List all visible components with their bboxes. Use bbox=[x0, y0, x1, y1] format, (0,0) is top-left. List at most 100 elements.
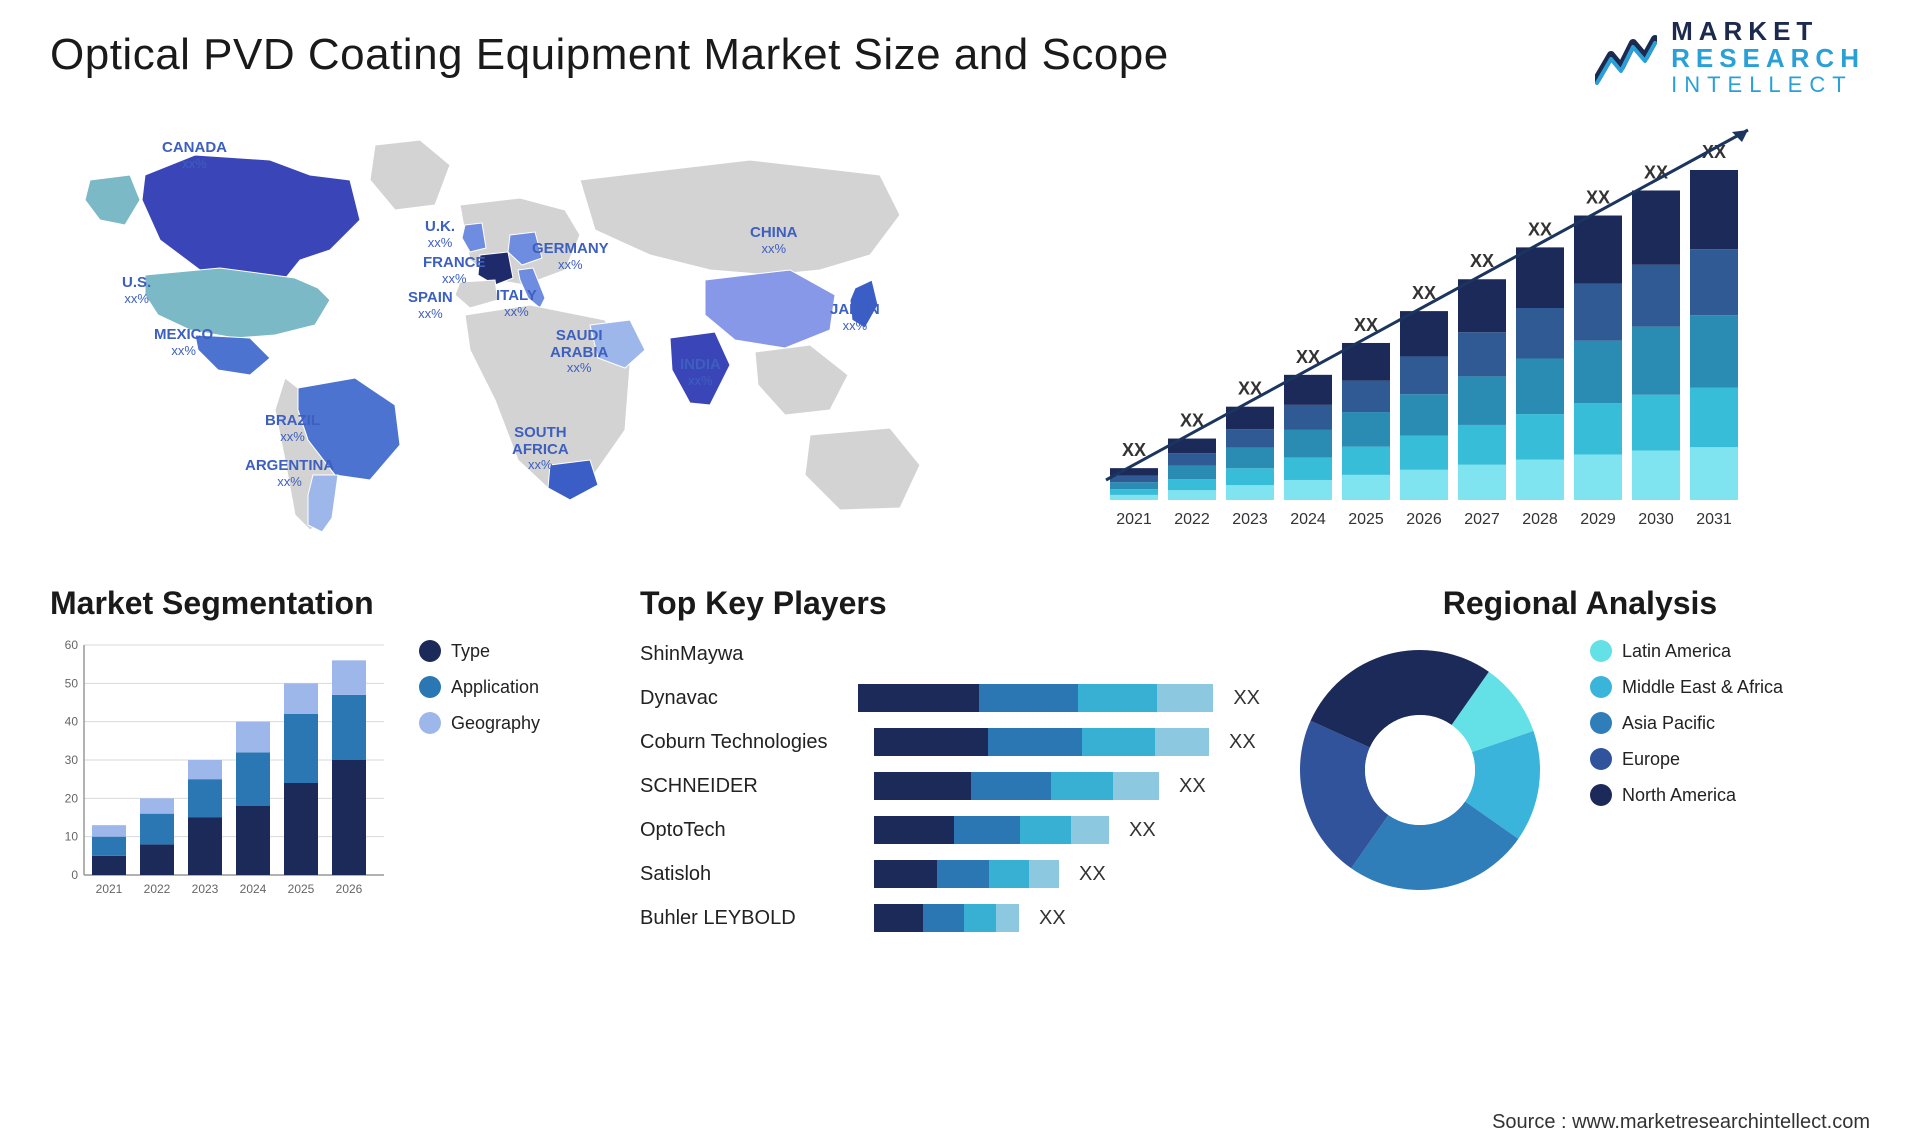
growth-bar-seg bbox=[1168, 466, 1216, 480]
player-name: ShinMaywa bbox=[640, 643, 860, 666]
seg-bar-seg bbox=[284, 714, 318, 783]
seg-ytick: 60 bbox=[65, 640, 79, 652]
growth-bar-seg bbox=[1342, 475, 1390, 500]
logo-icon bbox=[1595, 29, 1657, 85]
seg-bar-seg bbox=[140, 798, 174, 813]
growth-bar-seg bbox=[1110, 476, 1158, 482]
player-bar bbox=[874, 772, 1159, 800]
regional-legend-item: Latin America bbox=[1590, 640, 1783, 662]
growth-bar-seg bbox=[1284, 430, 1332, 458]
seg-ytick: 30 bbox=[65, 753, 79, 767]
growth-bar-seg bbox=[1226, 468, 1274, 485]
growth-bar-seg bbox=[1632, 395, 1680, 451]
regional-donut bbox=[1290, 640, 1550, 900]
seg-bar-seg bbox=[236, 722, 270, 753]
regional-title: Regional Analysis bbox=[1290, 585, 1870, 622]
growth-bar-seg bbox=[1516, 308, 1564, 359]
growth-bar-seg bbox=[1458, 332, 1506, 376]
player-value: XX bbox=[1079, 863, 1106, 886]
growth-bar-seg bbox=[1690, 170, 1738, 249]
seg-bar-seg bbox=[332, 660, 366, 695]
growth-bar-seg bbox=[1458, 376, 1506, 425]
world-map: CANADAxx%U.S.xx%MEXICOxx%BRAZILxx%ARGENT… bbox=[50, 120, 970, 540]
player-bar bbox=[858, 684, 1213, 712]
regional-legend-item: North America bbox=[1590, 784, 1783, 806]
player-row: SatislohXX bbox=[640, 860, 1260, 888]
seg-legend-item: Application bbox=[419, 676, 540, 698]
seg-year-label: 2021 bbox=[96, 882, 123, 896]
growth-bar-seg bbox=[1516, 247, 1564, 308]
growth-year-label: 2027 bbox=[1464, 511, 1500, 528]
growth-bar-seg bbox=[1574, 403, 1622, 454]
growth-bar-label: XX bbox=[1412, 283, 1436, 303]
growth-bar-seg bbox=[1284, 405, 1332, 430]
players-title: Top Key Players bbox=[640, 585, 1260, 622]
seg-bar-seg bbox=[284, 683, 318, 714]
growth-bar-seg bbox=[1632, 327, 1680, 395]
seg-ytick: 0 bbox=[71, 868, 78, 882]
growth-bar-seg bbox=[1168, 479, 1216, 490]
growth-bar-seg bbox=[1110, 495, 1158, 500]
seg-ytick: 50 bbox=[65, 676, 79, 690]
map-label: CHINAxx% bbox=[750, 225, 798, 256]
map-region-north-america-alaska bbox=[85, 175, 140, 225]
growth-bar-seg bbox=[1690, 315, 1738, 388]
seg-ytick: 40 bbox=[65, 715, 79, 729]
seg-bar-seg bbox=[236, 806, 270, 875]
seg-ytick: 20 bbox=[65, 791, 79, 805]
growth-bar-seg bbox=[1458, 279, 1506, 332]
growth-bar-seg bbox=[1632, 265, 1680, 327]
seg-year-label: 2023 bbox=[192, 882, 219, 896]
player-name: Buhler LEYBOLD bbox=[640, 907, 860, 930]
growth-year-label: 2022 bbox=[1174, 511, 1210, 528]
seg-year-label: 2026 bbox=[336, 882, 363, 896]
player-value: XX bbox=[1233, 687, 1260, 710]
growth-bar-seg bbox=[1342, 412, 1390, 447]
player-value: XX bbox=[1129, 819, 1156, 842]
regional-legend-item: Middle East & Africa bbox=[1590, 676, 1783, 698]
seg-year-label: 2024 bbox=[240, 882, 267, 896]
player-name: SCHNEIDER bbox=[640, 775, 860, 798]
seg-bar-seg bbox=[332, 760, 366, 875]
growth-bar-label: XX bbox=[1586, 188, 1610, 208]
player-name: Coburn Technologies bbox=[640, 731, 860, 754]
regional-legend: Latin AmericaMiddle East & AfricaAsia Pa… bbox=[1590, 640, 1783, 820]
growth-bar-seg bbox=[1458, 425, 1506, 465]
growth-year-label: 2023 bbox=[1232, 511, 1268, 528]
map-region-russia-asia bbox=[580, 160, 900, 275]
growth-bar-seg bbox=[1284, 457, 1332, 480]
logo-line1: MARKET bbox=[1671, 18, 1865, 45]
growth-year-label: 2024 bbox=[1290, 511, 1326, 528]
seg-ytick: 10 bbox=[65, 830, 79, 844]
player-name: Dynavac bbox=[640, 687, 844, 710]
seg-bar-seg bbox=[236, 752, 270, 806]
player-bar bbox=[874, 904, 1019, 932]
growth-bar-label: XX bbox=[1122, 440, 1146, 460]
player-name: OptoTech bbox=[640, 819, 860, 842]
growth-bar-seg bbox=[1168, 453, 1216, 465]
growth-bar-seg bbox=[1168, 490, 1216, 500]
map-region-sea bbox=[755, 345, 848, 415]
map-label: SOUTHAFRICAxx% bbox=[512, 425, 569, 472]
growth-bar-seg bbox=[1110, 489, 1158, 495]
source-text: Source : www.marketresearchintellect.com bbox=[1492, 1111, 1870, 1134]
logo-line3: INTELLECT bbox=[1671, 73, 1865, 96]
growth-bar-seg bbox=[1516, 359, 1564, 415]
player-row: Coburn TechnologiesXX bbox=[640, 728, 1260, 756]
seg-bar-seg bbox=[284, 783, 318, 875]
growth-bar-seg bbox=[1400, 470, 1448, 500]
growth-bar-seg bbox=[1458, 465, 1506, 500]
seg-bar-seg bbox=[92, 837, 126, 856]
player-row: Buhler LEYBOLDXX bbox=[640, 904, 1260, 932]
growth-year-label: 2030 bbox=[1638, 511, 1674, 528]
growth-year-label: 2028 bbox=[1522, 511, 1558, 528]
player-bar bbox=[874, 860, 1059, 888]
growth-bar-seg bbox=[1342, 381, 1390, 412]
growth-bar-seg bbox=[1690, 249, 1738, 315]
map-label: ARGENTINAxx% bbox=[245, 458, 334, 489]
growth-bar-seg bbox=[1574, 454, 1622, 500]
seg-bar-seg bbox=[188, 818, 222, 876]
segmentation-chart: 0102030405060202120222023202420252026 bbox=[50, 640, 394, 906]
seg-year-label: 2022 bbox=[144, 882, 171, 896]
growth-bar-seg bbox=[1110, 482, 1158, 489]
